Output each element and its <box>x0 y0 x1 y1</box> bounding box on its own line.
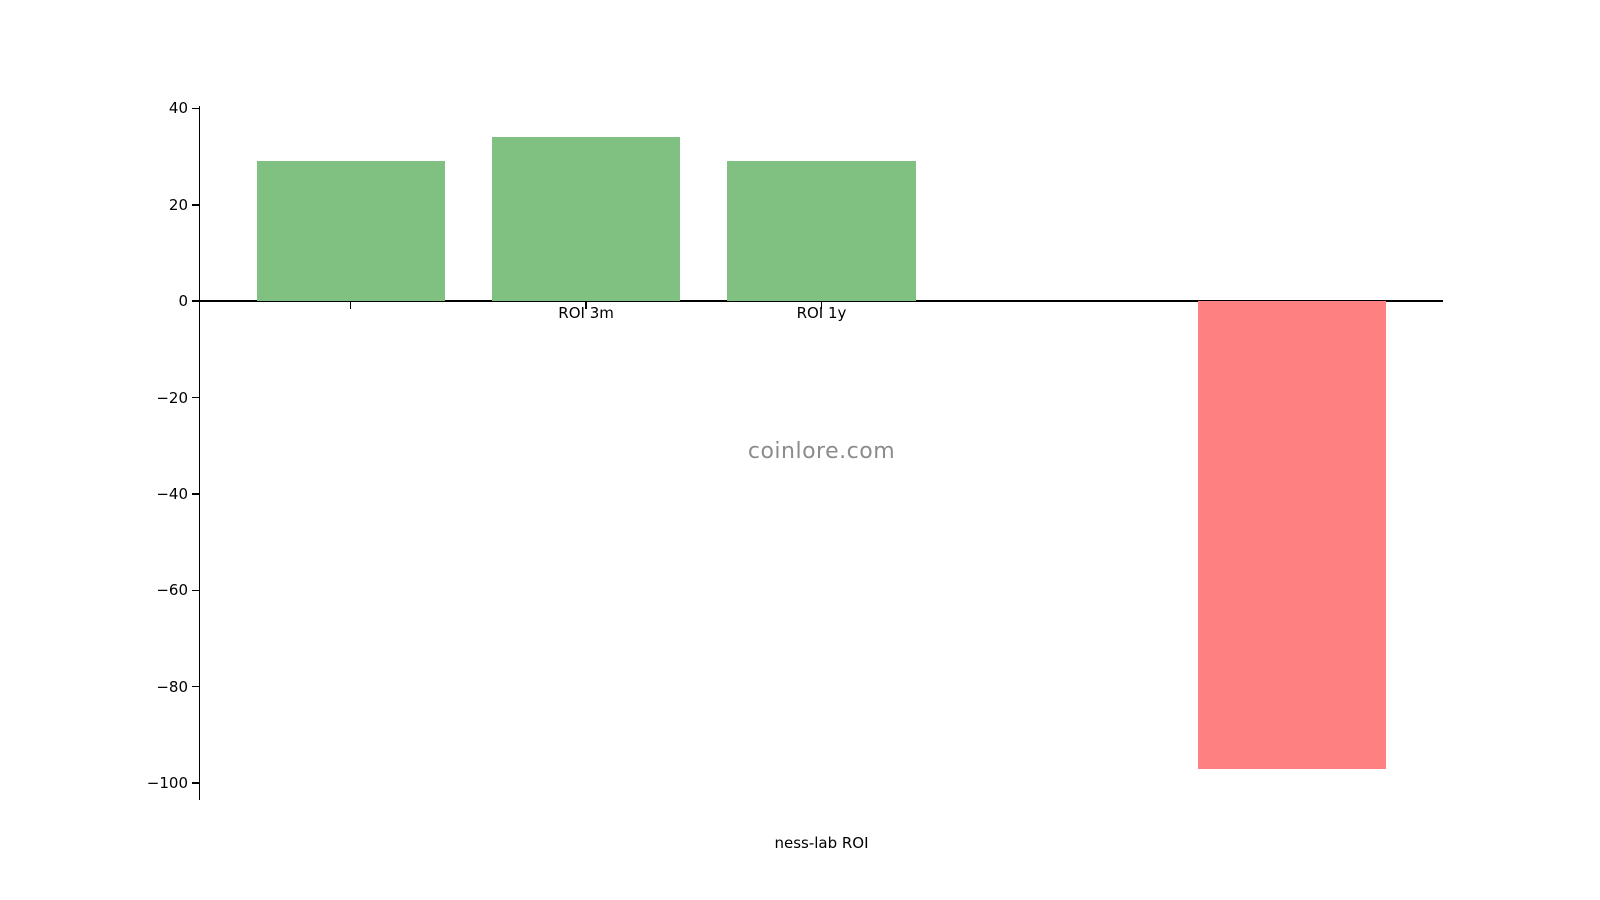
y-tick-label: 20 <box>168 195 188 214</box>
x-tick-label: ROI 3m <box>558 304 614 323</box>
watermark-text: coinlore.com <box>747 439 896 464</box>
y-tick-label: −20 <box>156 388 188 407</box>
bar-roi-1y <box>727 161 916 302</box>
y-tick-label: −60 <box>156 581 188 600</box>
x-tick <box>585 301 587 310</box>
y-tick <box>191 589 199 592</box>
bar-roi-3m <box>491 137 681 302</box>
y-tick-label: −80 <box>156 677 188 696</box>
y-tick <box>191 396 199 399</box>
y-tick <box>191 782 199 784</box>
y-axis-spine <box>198 106 200 800</box>
y-tick <box>191 300 199 302</box>
y-tick-label: −40 <box>156 484 188 503</box>
x-axis-title: ness-lab ROI <box>774 834 869 852</box>
y-tick <box>191 204 199 206</box>
y-tick-label: 0 <box>178 292 188 311</box>
y-tick <box>191 493 199 495</box>
x-tick <box>349 301 352 310</box>
bar-category-4 <box>1198 301 1387 769</box>
y-tick-label: −100 <box>146 774 188 793</box>
y-tick <box>191 685 199 688</box>
y-tick <box>191 107 199 110</box>
bar-category-0 <box>256 161 445 302</box>
y-tick-label: 40 <box>168 99 188 118</box>
x-tick-label: ROI 1y <box>796 304 847 323</box>
x-tick <box>820 301 823 310</box>
